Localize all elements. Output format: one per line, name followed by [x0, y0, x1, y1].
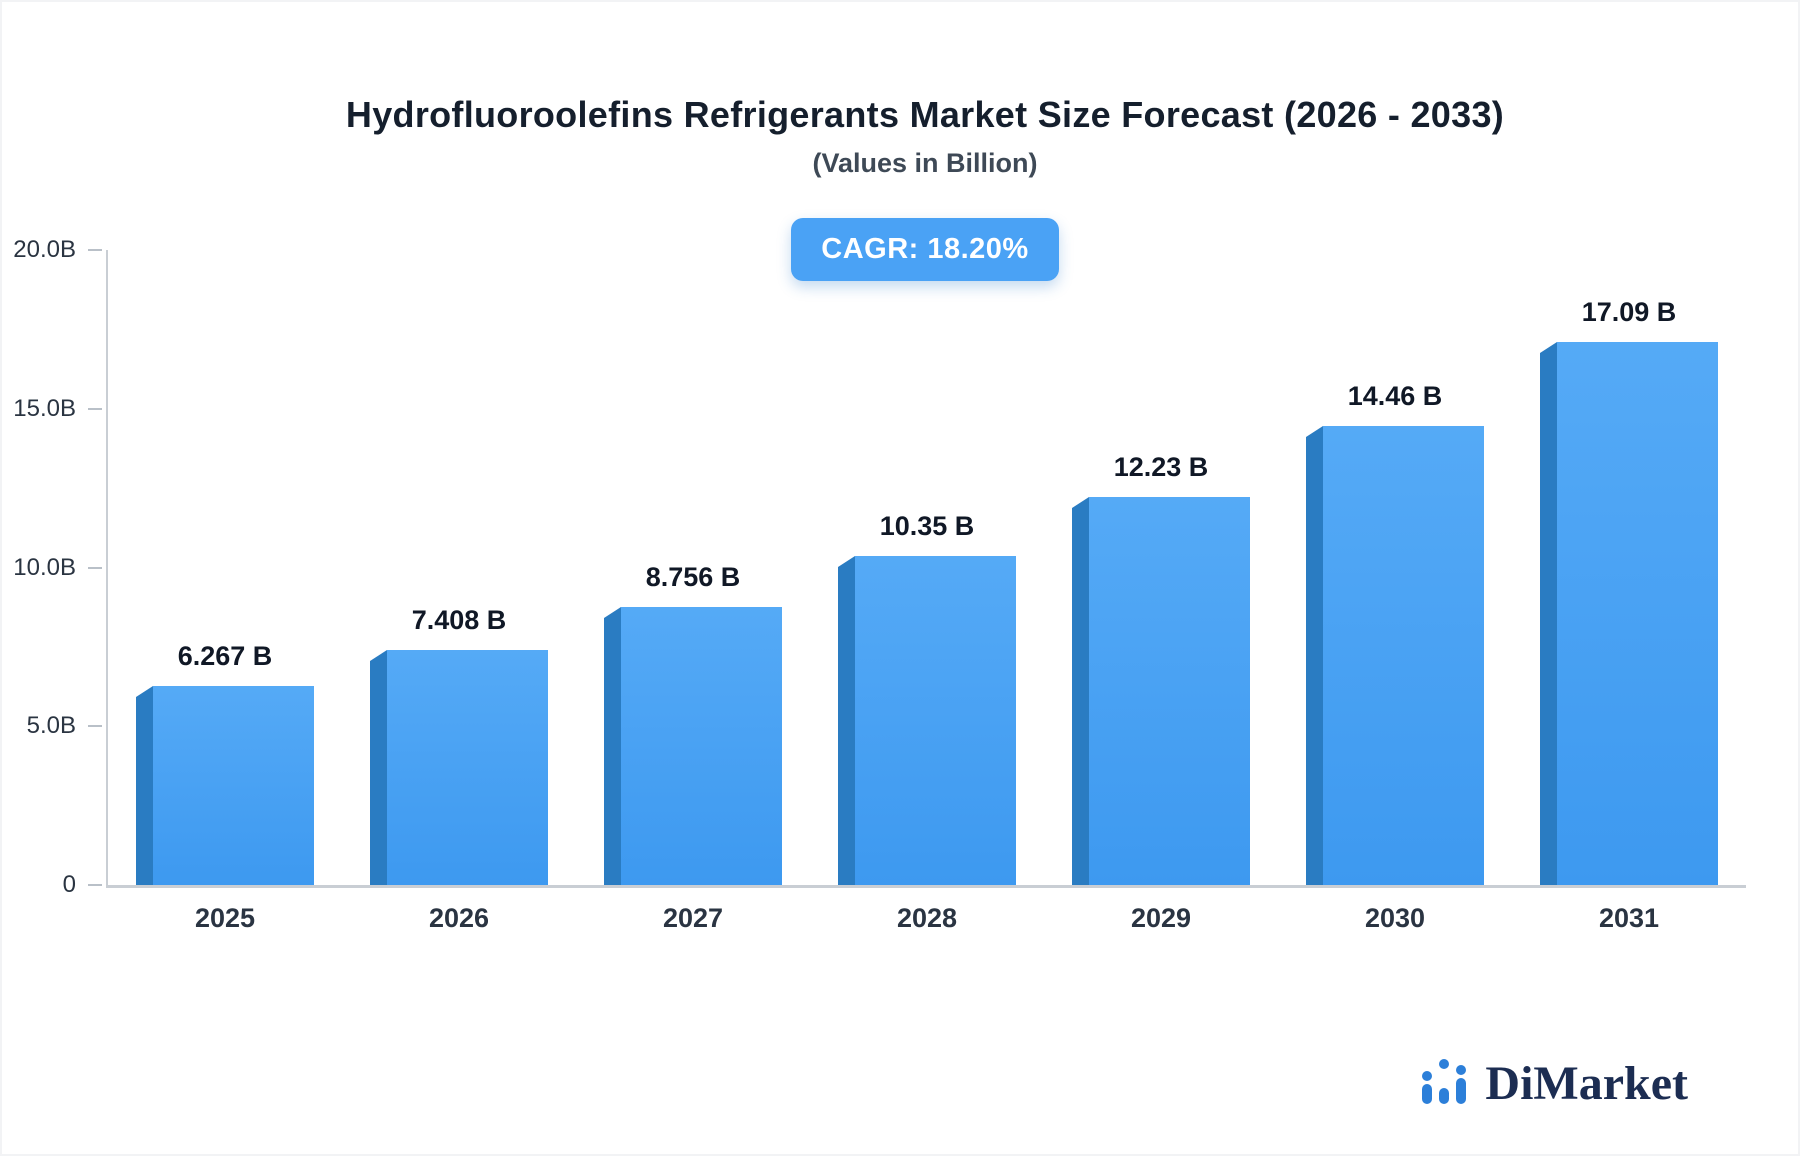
y-axis-tick-label: 10.0B: [13, 553, 76, 581]
y-axis-tick: 10.0B: [13, 554, 102, 582]
y-axis-tick: 5.0B: [27, 712, 102, 740]
bar-side-face: [1306, 426, 1323, 885]
plot-area: 0 5.0B 10.0B 15.0B 20.0B 6.267 B 2025 7.408 B 20…: [13, 236, 1746, 933]
y-axis-tick-label: 0: [62, 871, 76, 898]
bar: [1072, 497, 1250, 885]
bar-group: 8.756 B 2027: [576, 250, 810, 933]
bar-chart-dots-icon: [1422, 1059, 1467, 1104]
bar: [604, 607, 782, 885]
y-axis-tick: 20.0B: [13, 236, 102, 264]
bar-value-label: 12.23 B: [1113, 452, 1209, 482]
x-axis-category-label: 2028: [896, 903, 958, 933]
brand-logo: DiMarket: [1417, 1054, 1688, 1108]
bar-group: 7.408 B 2026: [342, 250, 576, 933]
bar-side-face: [1540, 342, 1557, 885]
y-axis-tick: 15.0B: [13, 395, 102, 423]
bar: [370, 650, 548, 885]
y-axis-tick-label: 15.0B: [13, 394, 76, 422]
x-axis-category-label: 2025: [194, 903, 256, 933]
bar-front-face: [1557, 342, 1718, 885]
y-axis-tick: 0: [63, 871, 102, 899]
bar-front-face: [621, 607, 782, 885]
bar-value-label: 14.46 B: [1347, 381, 1443, 411]
bar-front-face: [387, 650, 548, 885]
bar-front-face: [1089, 497, 1250, 885]
x-axis-category-label: 2026: [428, 903, 490, 933]
y-axis-tick-label: 5.0B: [26, 712, 76, 740]
bar-front-face: [1323, 426, 1484, 885]
x-axis-category-label: 2031: [1598, 903, 1660, 933]
bar: [136, 686, 314, 885]
y-axis-tick-mark: [88, 725, 102, 728]
brand-name: DiMarket: [1485, 1057, 1688, 1110]
bar-value-label: 10.35 B: [879, 511, 975, 541]
bar-value-label: 7.408 B: [411, 605, 507, 635]
x-axis-category-label: 2029: [1130, 903, 1192, 933]
x-axis-category-label: 2030: [1364, 903, 1426, 933]
bar-group: 14.46 B 2030: [1278, 250, 1512, 933]
bar-side-face: [838, 556, 855, 885]
y-axis-tick-mark: [88, 407, 102, 410]
bar-front-face: [855, 556, 1016, 885]
badge-row: CAGR: 18.20%: [105, 218, 1745, 281]
y-axis-tick-mark: [88, 566, 102, 569]
chart-subtitle: (Values in Billion): [812, 148, 1038, 178]
cagr-badge: CAGR: 18.20%: [791, 218, 1059, 281]
bar-front-face: [153, 686, 314, 885]
bar-value-label: 17.09 B: [1581, 297, 1677, 327]
bar-side-face: [604, 607, 621, 885]
bar: [838, 556, 1016, 885]
y-axis-tick-mark: [88, 249, 102, 251]
bar-group: 12.23 B 2029: [1044, 250, 1278, 933]
bar: [1540, 342, 1718, 885]
y-axis-tick-label: 20.0B: [13, 236, 76, 263]
bar-side-face: [1072, 497, 1089, 885]
x-axis-category-label: 2027: [662, 903, 724, 933]
bar-side-face: [370, 650, 387, 885]
bar-value-label: 8.756 B: [645, 562, 741, 592]
bar-side-face: [136, 686, 153, 885]
chart-title: Hydrofluoroolefins Refrigerants Market S…: [345, 94, 1505, 135]
bar-group: 6.267 B 2025: [108, 250, 342, 933]
y-axis-tick-mark: [88, 884, 102, 886]
bar-group: 17.09 B 2031: [1512, 250, 1746, 933]
bar-value-label: 6.267 B: [177, 641, 273, 671]
bar-group: 10.35 B 2028: [810, 250, 1044, 933]
bar: [1306, 426, 1484, 885]
